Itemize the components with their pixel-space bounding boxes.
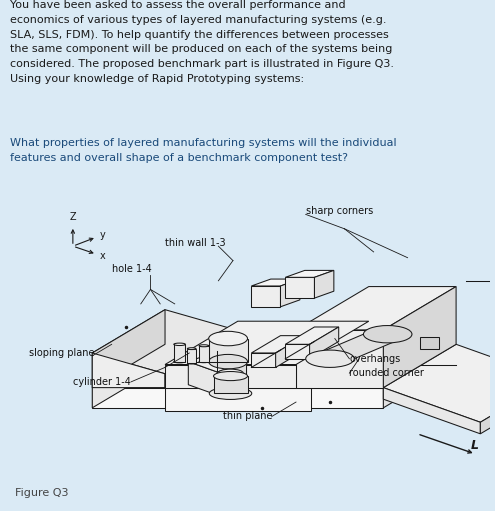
Ellipse shape <box>174 360 186 363</box>
Ellipse shape <box>209 331 248 346</box>
Ellipse shape <box>306 350 354 367</box>
Polygon shape <box>188 351 247 372</box>
Polygon shape <box>306 334 412 359</box>
Polygon shape <box>209 338 248 362</box>
Ellipse shape <box>199 345 209 347</box>
Polygon shape <box>281 279 300 307</box>
Ellipse shape <box>187 347 196 350</box>
Text: hole 1-4: hole 1-4 <box>112 264 151 274</box>
Polygon shape <box>285 344 309 359</box>
Polygon shape <box>251 279 300 286</box>
Ellipse shape <box>218 369 243 377</box>
Text: rounded corner: rounded corner <box>349 368 424 378</box>
Polygon shape <box>314 270 334 298</box>
Polygon shape <box>251 336 305 353</box>
Ellipse shape <box>174 343 186 345</box>
Polygon shape <box>420 337 439 349</box>
Polygon shape <box>92 344 456 388</box>
Polygon shape <box>92 388 383 408</box>
Text: thin plane: thin plane <box>223 411 272 422</box>
Polygon shape <box>92 310 238 374</box>
Polygon shape <box>187 349 196 363</box>
Polygon shape <box>165 331 238 388</box>
Polygon shape <box>276 336 305 367</box>
Polygon shape <box>383 344 495 422</box>
Polygon shape <box>251 353 276 367</box>
Polygon shape <box>309 327 339 359</box>
Text: Z: Z <box>70 212 76 222</box>
Polygon shape <box>383 287 456 388</box>
Polygon shape <box>296 330 383 388</box>
Ellipse shape <box>209 387 252 400</box>
Polygon shape <box>383 344 456 408</box>
Ellipse shape <box>213 371 248 381</box>
Text: What properties of layered manufacturing systems will the individual
features an: What properties of layered manufacturing… <box>10 137 396 162</box>
Polygon shape <box>480 379 495 434</box>
Ellipse shape <box>363 326 412 343</box>
Text: x: x <box>100 251 106 261</box>
Polygon shape <box>165 364 296 388</box>
Text: Figure Q3: Figure Q3 <box>15 488 68 498</box>
Ellipse shape <box>209 355 248 369</box>
Polygon shape <box>92 310 165 388</box>
Polygon shape <box>285 270 334 277</box>
Text: cylinder 1-4: cylinder 1-4 <box>73 377 131 387</box>
Polygon shape <box>217 362 247 395</box>
Text: L: L <box>471 439 479 452</box>
Text: thin wall 1-3: thin wall 1-3 <box>165 238 226 248</box>
Polygon shape <box>213 376 248 393</box>
Text: overhangs: overhangs <box>349 354 400 364</box>
Ellipse shape <box>199 361 209 363</box>
Ellipse shape <box>187 362 196 364</box>
Polygon shape <box>165 321 369 364</box>
Text: sharp corners: sharp corners <box>306 206 373 216</box>
Text: You have been asked to assess the overall performance and
economics of various t: You have been asked to assess the overal… <box>10 0 394 84</box>
Polygon shape <box>285 327 339 344</box>
Polygon shape <box>174 344 186 362</box>
Polygon shape <box>285 277 314 298</box>
Polygon shape <box>165 388 310 411</box>
Polygon shape <box>92 353 165 388</box>
Polygon shape <box>383 388 480 434</box>
Polygon shape <box>251 286 281 307</box>
Polygon shape <box>188 362 217 395</box>
Text: sloping plane: sloping plane <box>29 348 95 358</box>
Polygon shape <box>296 287 456 330</box>
Polygon shape <box>199 346 209 362</box>
Text: y: y <box>100 230 106 240</box>
Polygon shape <box>92 344 165 408</box>
